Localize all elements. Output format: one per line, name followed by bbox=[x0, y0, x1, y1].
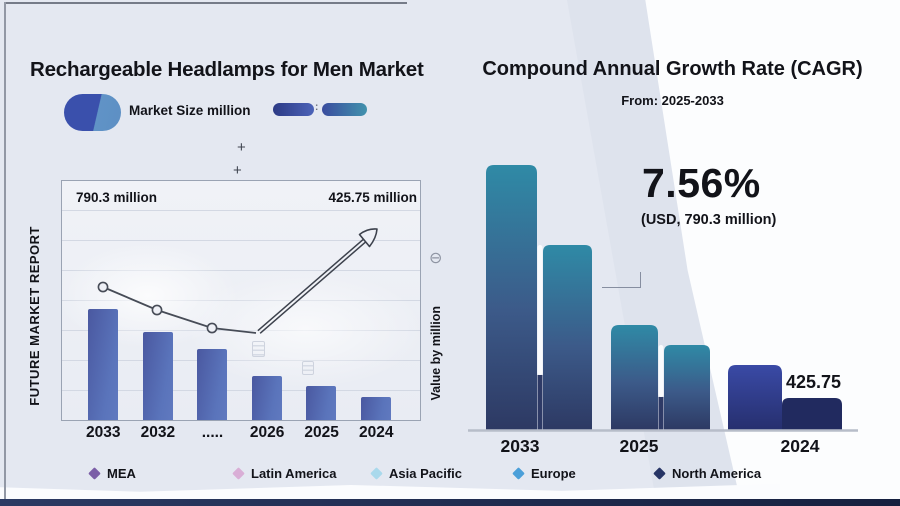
legend-diamond-icon bbox=[370, 466, 383, 480]
left-bars-group bbox=[88, 181, 391, 420]
x-axis-label: 2025 bbox=[304, 424, 339, 441]
x-axis-label: 2024 bbox=[359, 424, 394, 441]
legend-label: North America bbox=[672, 465, 762, 481]
legend-label: Latin America bbox=[251, 465, 337, 481]
legend-diamond-icon bbox=[512, 466, 525, 480]
legend-diamond-icon bbox=[653, 466, 666, 480]
market-size-bar bbox=[88, 309, 118, 420]
legend-item-latin-america: Latin America bbox=[232, 465, 337, 481]
capsule-icon bbox=[64, 94, 121, 131]
start-value-annotation: 790.3 million bbox=[76, 190, 158, 205]
left-chart-panel: 790.3 million 425.75 million bbox=[61, 180, 421, 421]
pill-icon-blue bbox=[273, 103, 314, 116]
end-value-label: 425.75 bbox=[786, 372, 842, 392]
right-chart-subtitle: From: 2025-2033 bbox=[621, 93, 724, 108]
document-watermark-icon bbox=[252, 341, 265, 357]
x-axis-label: 2032 bbox=[140, 424, 176, 441]
cagr-note: (USD, 790.3 million) bbox=[641, 212, 777, 228]
market-size-bar bbox=[197, 349, 228, 420]
legend-item-asia-pacific: Asia Pacific bbox=[370, 465, 462, 481]
market-size-label: Market Size million bbox=[129, 103, 251, 118]
legend-label: Asia Pacific bbox=[389, 465, 462, 481]
end-value-annotation: 425.75 million bbox=[328, 190, 417, 205]
callout-bracket bbox=[602, 272, 641, 288]
pill-separator: : bbox=[315, 102, 319, 113]
legend-item-north-america: North America bbox=[653, 465, 762, 481]
x-axis-label: 2026 bbox=[249, 424, 285, 441]
minus-circle-icon: ⊖ bbox=[429, 250, 443, 267]
legend-label: MEA bbox=[107, 465, 136, 481]
right-chart-title: Compound Annual Growth Rate (CAGR) bbox=[482, 58, 863, 80]
bar-bridge bbox=[537, 375, 543, 430]
plus-icon: + bbox=[237, 139, 246, 156]
x-axis-label: 2033 bbox=[86, 424, 121, 441]
legend-item-europe: Europe bbox=[512, 465, 576, 481]
x-axis-label: 2025 bbox=[619, 436, 659, 456]
y-axis-label: Value by million bbox=[429, 306, 443, 401]
watermark-vertical-label: FUTURE MARKET REPORT bbox=[27, 226, 42, 406]
cagr-bar bbox=[543, 245, 592, 430]
legend-item-mea: MEA bbox=[88, 465, 136, 481]
x-axis-label: 2024 bbox=[780, 436, 820, 456]
bar-slit bbox=[537, 245, 543, 375]
cagr-bar bbox=[486, 165, 537, 430]
legend-diamond-icon bbox=[88, 466, 101, 480]
bottom-navy-strip bbox=[0, 499, 900, 506]
x-axis-label: ..... bbox=[201, 424, 224, 441]
market-size-bar bbox=[142, 332, 173, 420]
x-axis-label: 2033 bbox=[500, 436, 540, 456]
plus-icon: + bbox=[233, 162, 242, 179]
legend-diamond-icon bbox=[232, 466, 245, 480]
left-chart-title: Rechargeable Headlamps for Men Market bbox=[30, 58, 424, 81]
cagr-value: 7.56% bbox=[642, 160, 761, 206]
legend-label: Europe bbox=[531, 465, 576, 481]
market-size-bar bbox=[306, 386, 337, 420]
market-size-bar bbox=[360, 397, 391, 420]
document-watermark-icon bbox=[302, 361, 314, 375]
left-x-axis-labels: 2033 2032..... 2026 2025 2024 bbox=[76, 424, 404, 442]
pill-icon-teal bbox=[322, 103, 367, 116]
frame-left-line bbox=[4, 2, 6, 499]
market-size-bar bbox=[251, 376, 282, 420]
frame-top-line bbox=[5, 2, 407, 4]
